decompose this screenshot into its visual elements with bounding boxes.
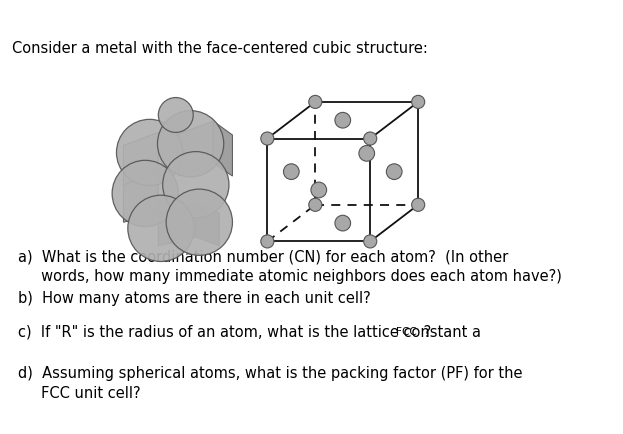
- Circle shape: [359, 145, 374, 161]
- Circle shape: [261, 235, 274, 248]
- Circle shape: [335, 215, 351, 231]
- Text: ?: ?: [419, 325, 431, 340]
- Text: b)  How many atoms are there in each unit cell?: b) How many atoms are there in each unit…: [17, 291, 371, 306]
- Circle shape: [112, 160, 178, 227]
- Polygon shape: [158, 202, 196, 246]
- Circle shape: [386, 164, 402, 180]
- Text: c)  If "R" is the radius of an atom, what is the lattice constant a: c) If "R" is the radius of an atom, what…: [17, 325, 481, 340]
- Circle shape: [261, 132, 274, 145]
- Circle shape: [158, 111, 224, 177]
- Circle shape: [117, 119, 183, 186]
- Polygon shape: [176, 121, 213, 176]
- Circle shape: [309, 198, 322, 211]
- Text: Consider a metal with the face-centered cubic structure:: Consider a metal with the face-centered …: [12, 41, 428, 56]
- Text: FCC: FCC: [396, 328, 417, 338]
- Circle shape: [364, 235, 377, 248]
- Polygon shape: [123, 132, 158, 185]
- Circle shape: [158, 98, 193, 132]
- Text: a)  What is the coordination number (CN) for each atom?  (In other
     words, h: a) What is the coordination number (CN) …: [17, 249, 561, 284]
- Circle shape: [412, 95, 425, 108]
- Circle shape: [309, 95, 322, 108]
- Circle shape: [335, 112, 351, 128]
- Circle shape: [128, 195, 194, 261]
- Text: d)  Assuming spherical atoms, what is the packing factor (PF) for the
     FCC u: d) Assuming spherical atoms, what is the…: [17, 366, 522, 401]
- Circle shape: [364, 132, 377, 145]
- Polygon shape: [213, 121, 232, 176]
- Circle shape: [311, 182, 326, 198]
- Polygon shape: [196, 202, 219, 246]
- Polygon shape: [123, 172, 158, 222]
- Circle shape: [163, 151, 229, 218]
- Circle shape: [412, 198, 425, 211]
- Circle shape: [166, 189, 232, 255]
- Circle shape: [283, 164, 299, 180]
